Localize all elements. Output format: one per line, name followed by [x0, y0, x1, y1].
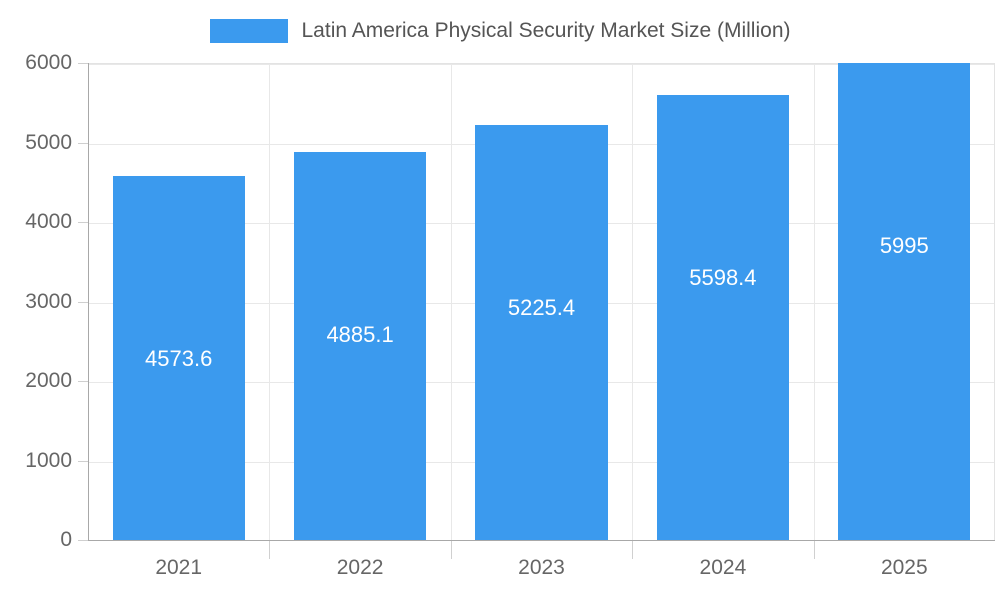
x-axis-tick-label: 2025	[880, 556, 928, 579]
x-axis-tick-label: 2023	[518, 556, 565, 579]
gridline-vertical	[451, 64, 452, 540]
y-axis-tick	[78, 301, 89, 303]
legend-label: Latin America Physical Security Market S…	[301, 19, 791, 42]
bar-2025[interactable]: 5995	[838, 63, 971, 540]
y-axis-tick-label: 1000	[25, 448, 72, 472]
bar-2022[interactable]: 4885.1	[294, 151, 427, 540]
bar-2024[interactable]: 5598.4	[656, 94, 789, 540]
y-axis-tick	[78, 460, 89, 462]
y-axis-tick-label: 3000	[25, 289, 72, 313]
x-axis-tick-label: 2022	[336, 556, 384, 579]
x-axis-spine	[88, 540, 995, 541]
bar-value-label: 5598.4	[689, 264, 757, 290]
gridline-vertical	[269, 64, 270, 540]
plot-area: 4573.6 4885.1 5225.4 5598.4 5995	[88, 63, 995, 540]
bar-2021[interactable]: 4573.6	[112, 176, 245, 540]
x-axis-tick	[269, 541, 270, 559]
chart-legend[interactable]: Latin America Physical Security Market S…	[0, 14, 1000, 48]
x-axis-tick-label: 2021	[155, 556, 203, 579]
y-axis-tick-label: 5000	[25, 130, 72, 154]
y-axis-spine	[88, 63, 89, 540]
bar-value-label: 5225.4	[507, 294, 576, 320]
x-axis-tick	[451, 541, 452, 559]
bar-value-label: 4573.6	[145, 346, 213, 372]
gridline-vertical	[814, 64, 815, 540]
y-axis-tick-label: 0	[60, 528, 72, 551]
x-axis-tick-label: 2024	[699, 556, 747, 579]
bar-2023[interactable]: 5225.4	[475, 124, 608, 540]
gridline-horizontal	[88, 64, 994, 65]
bar-value-label: 5995	[879, 233, 929, 259]
y-axis-tick	[78, 222, 89, 223]
bar-value-label: 4885.1	[326, 321, 394, 347]
y-axis-tick	[78, 381, 89, 382]
gridline-vertical	[632, 64, 633, 540]
y-axis-tick	[78, 142, 89, 144]
y-axis-tick-label: 4000	[25, 210, 72, 233]
y-axis-tick-label: 2000	[25, 369, 72, 392]
y-axis-tick	[78, 63, 89, 64]
legend-color-swatch	[209, 19, 288, 43]
y-axis-tick-label: 6000	[25, 51, 72, 74]
x-axis-tick	[814, 541, 815, 559]
x-axis-tick	[632, 541, 633, 559]
y-axis-tick	[78, 540, 89, 541]
